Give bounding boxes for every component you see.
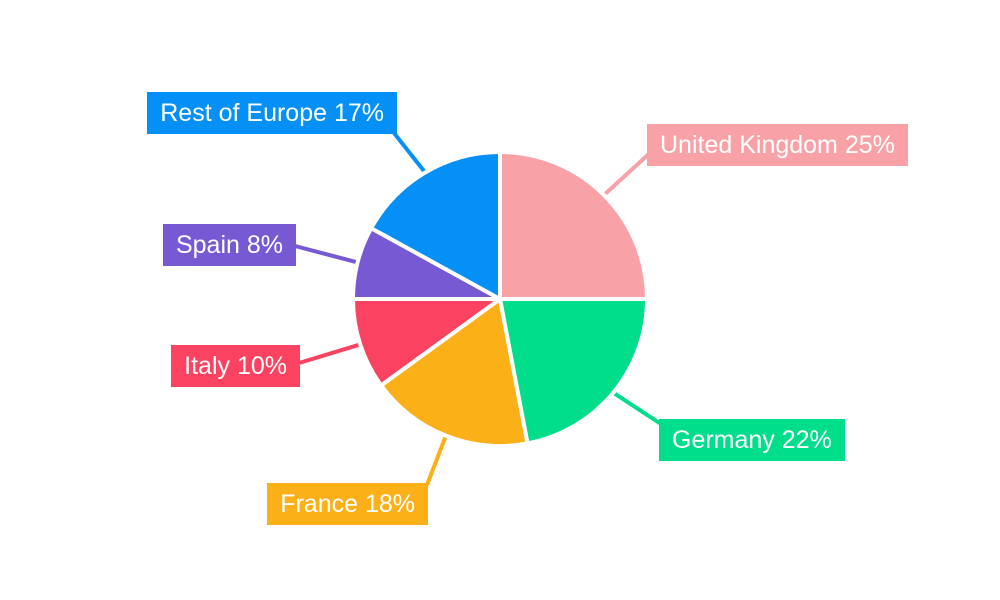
slice-label-united-kingdom[interactable]: United Kingdom 25% xyxy=(647,124,908,166)
pie-slice-germany[interactable] xyxy=(498,297,649,446)
pie-slice-italy[interactable] xyxy=(351,297,502,388)
pie-slice-france[interactable] xyxy=(379,297,530,448)
slice-label-italy[interactable]: Italy 10% xyxy=(171,345,300,387)
slice-label-rest-of-europe[interactable]: Rest of Europe 17% xyxy=(147,92,397,134)
label-callout-line-italy xyxy=(298,342,361,365)
slice-label-germany[interactable]: Germany 22% xyxy=(659,419,845,461)
slice-label-spain[interactable]: Spain 8% xyxy=(162,224,296,266)
label-callout-line-spain xyxy=(294,244,359,265)
slice-label-france[interactable]: France 18% xyxy=(267,483,428,525)
label-callout-line-united-kingdom xyxy=(602,150,653,197)
label-callout-line-france xyxy=(425,434,448,486)
label-callout-line-germany xyxy=(612,391,663,426)
pie-slice-united-kingdom[interactable] xyxy=(498,150,649,301)
pie-slice-rest-of-europe[interactable] xyxy=(369,150,502,301)
label-callout-line-rest-of-europe xyxy=(392,131,427,174)
